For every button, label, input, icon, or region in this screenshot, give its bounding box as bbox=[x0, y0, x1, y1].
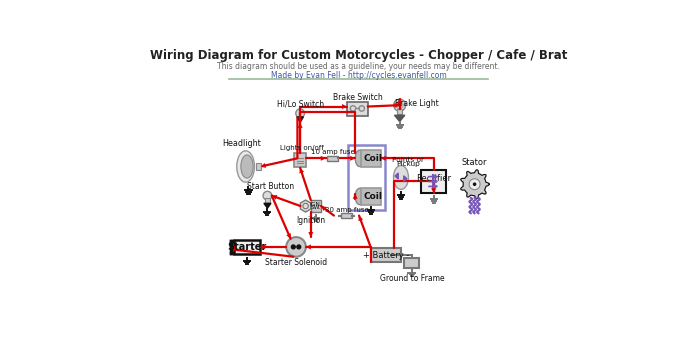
Text: Rectifier: Rectifier bbox=[416, 174, 452, 183]
Ellipse shape bbox=[241, 155, 253, 178]
Text: Brake Light: Brake Light bbox=[395, 99, 439, 108]
Circle shape bbox=[473, 183, 476, 185]
FancyBboxPatch shape bbox=[421, 170, 446, 193]
Text: Brake Switch: Brake Switch bbox=[332, 93, 382, 102]
FancyBboxPatch shape bbox=[294, 153, 307, 166]
Ellipse shape bbox=[355, 188, 364, 205]
Polygon shape bbox=[395, 115, 405, 121]
Text: Hi/Lo Switch: Hi/Lo Switch bbox=[276, 99, 323, 108]
Text: Stator: Stator bbox=[462, 158, 487, 167]
Text: Points or: Points or bbox=[392, 157, 424, 163]
FancyBboxPatch shape bbox=[328, 156, 338, 161]
Text: IGN.: IGN. bbox=[309, 202, 322, 207]
Polygon shape bbox=[395, 173, 398, 179]
Circle shape bbox=[263, 191, 272, 200]
FancyBboxPatch shape bbox=[234, 240, 260, 254]
Text: Pickup: Pickup bbox=[396, 161, 420, 167]
Ellipse shape bbox=[393, 165, 409, 189]
FancyBboxPatch shape bbox=[361, 150, 381, 166]
FancyBboxPatch shape bbox=[405, 258, 419, 268]
Polygon shape bbox=[300, 200, 311, 212]
Text: Wiring Diagram for Custom Motorcycles - Chopper / Cafe / Brat: Wiring Diagram for Custom Motorcycles - … bbox=[150, 49, 568, 62]
Polygon shape bbox=[297, 117, 303, 122]
Polygon shape bbox=[404, 176, 407, 182]
FancyBboxPatch shape bbox=[341, 213, 352, 218]
Text: Starter: Starter bbox=[228, 242, 267, 252]
Polygon shape bbox=[461, 170, 489, 199]
Circle shape bbox=[291, 245, 295, 249]
Text: Coil: Coil bbox=[363, 192, 382, 201]
Circle shape bbox=[393, 99, 405, 111]
Text: Made by Evan Fell - http://cycles.evanfell.com: Made by Evan Fell - http://cycles.evanfe… bbox=[271, 71, 447, 80]
Text: Ground to Frame: Ground to Frame bbox=[379, 274, 444, 283]
Ellipse shape bbox=[237, 151, 255, 182]
FancyBboxPatch shape bbox=[371, 248, 401, 262]
Circle shape bbox=[296, 109, 304, 118]
FancyBboxPatch shape bbox=[265, 198, 270, 203]
Circle shape bbox=[286, 237, 306, 257]
FancyBboxPatch shape bbox=[398, 109, 402, 114]
Text: Start Button: Start Button bbox=[246, 182, 294, 191]
Text: Headlight: Headlight bbox=[222, 139, 261, 148]
Text: SW.: SW. bbox=[311, 205, 321, 210]
FancyBboxPatch shape bbox=[347, 102, 368, 116]
Text: + Battery -: + Battery - bbox=[363, 251, 410, 259]
Circle shape bbox=[396, 102, 403, 109]
Text: Coil: Coil bbox=[363, 154, 382, 163]
Text: 10 amp fuse: 10 amp fuse bbox=[311, 149, 355, 155]
Text: Lights on/off: Lights on/off bbox=[281, 145, 324, 151]
Text: Starter Solenoid: Starter Solenoid bbox=[265, 258, 327, 267]
Circle shape bbox=[469, 179, 480, 190]
Polygon shape bbox=[264, 203, 271, 208]
FancyBboxPatch shape bbox=[361, 188, 381, 205]
Text: 30 amp fuse: 30 amp fuse bbox=[325, 207, 368, 212]
Text: Ignition: Ignition bbox=[297, 216, 326, 225]
Text: This diagram should be used as a guideline, your needs may be different.: This diagram should be used as a guideli… bbox=[217, 62, 500, 70]
FancyBboxPatch shape bbox=[256, 163, 261, 170]
FancyBboxPatch shape bbox=[311, 200, 321, 212]
Circle shape bbox=[297, 245, 301, 249]
Ellipse shape bbox=[355, 150, 364, 166]
